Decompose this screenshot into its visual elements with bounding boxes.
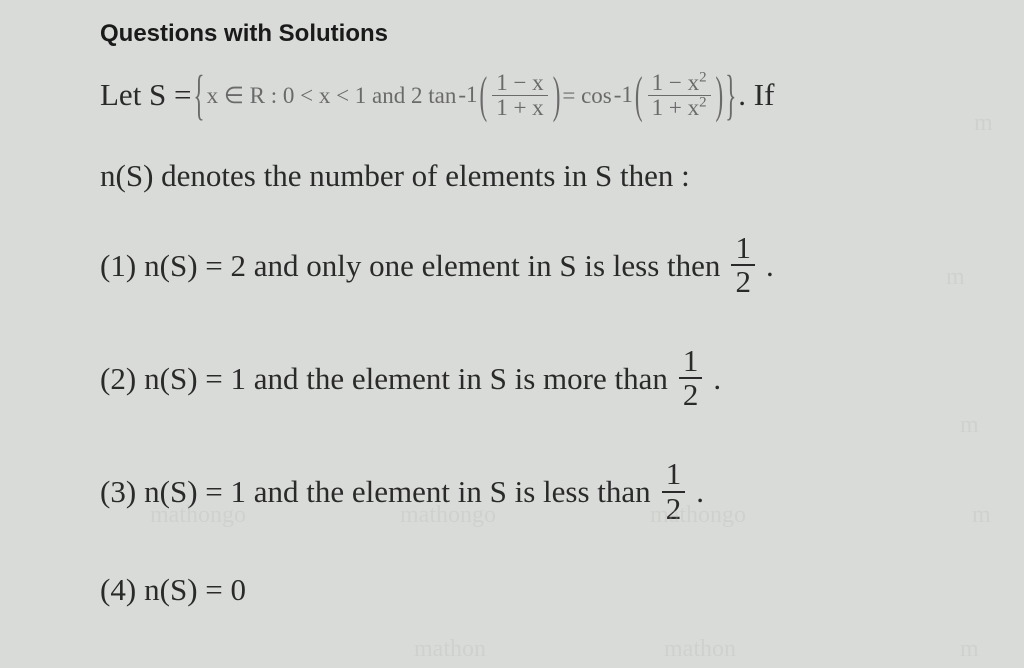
prompt-lead: Let S = — [100, 66, 192, 125]
option-1-number: (1) — [100, 247, 136, 284]
options-list: (1) n(S) = 2 and only one element in S i… — [100, 232, 984, 608]
frac-2-num: 1 − x2 — [648, 71, 711, 95]
option-1-text: n(S) = 2 and only one element in S is le… — [144, 247, 720, 284]
option-3-text: n(S) = 1 and the element in S is less th… — [144, 473, 651, 510]
option-1-frac-den: 2 — [731, 266, 755, 299]
option-1: (1) n(S) = 2 and only one element in S i… — [100, 232, 984, 299]
lparen-1: ( — [480, 47, 488, 143]
section-heading: Questions with Solutions — [100, 20, 984, 48]
set-close-brace: } — [725, 43, 736, 148]
option-2-frac: 1 2 — [679, 345, 703, 412]
option-3-number: (3) — [100, 473, 136, 510]
option-2-frac-den: 2 — [679, 379, 703, 412]
option-1-frac: 1 2 — [731, 232, 755, 299]
frac-2-den-base: 1 + x — [652, 95, 699, 120]
set-open-brace: { — [194, 43, 205, 148]
rparen-1: ) — [553, 47, 561, 143]
page-root: Questions with Solutions Let S = { x ∈ R… — [0, 0, 1024, 668]
option-4-number: (4) — [100, 571, 136, 608]
prompt-tail: . If — [738, 66, 774, 125]
frac-1: 1 − x 1 + x — [492, 71, 547, 120]
option-2-number: (2) — [100, 360, 136, 397]
frac-2-den-sq: 2 — [699, 94, 706, 110]
option-1-tail: . — [766, 247, 774, 284]
rparen-2: ) — [716, 47, 724, 143]
prompt-line-1: Let S = { x ∈ R : 0 < x < 1 and 2 tan-1 … — [100, 66, 774, 125]
frac-2-num-sq: 2 — [699, 69, 706, 85]
option-2-text: n(S) = 1 and the element in S is more th… — [144, 360, 668, 397]
option-3: (3) n(S) = 1 and the element in S is les… — [100, 458, 984, 525]
option-4-text: n(S) = 0 — [144, 571, 246, 608]
frac-1-den: 1 + x — [492, 96, 547, 120]
option-2-frac-num: 1 — [679, 345, 703, 378]
prompt-line-2: n(S) denotes the number of elements in S… — [100, 147, 984, 206]
equals-cos: = cos — [562, 74, 611, 118]
set-condition: x ∈ R : 0 < x < 1 and 2 tan — [207, 74, 457, 118]
option-3-frac-num: 1 — [662, 458, 686, 491]
frac-2-den: 1 + x2 — [648, 96, 711, 120]
frac-2-num-base: 1 − x — [652, 70, 699, 95]
option-3-tail: . — [696, 473, 704, 510]
question-prompt: Let S = { x ∈ R : 0 < x < 1 and 2 tan-1 … — [100, 66, 984, 206]
frac-2: 1 − x2 1 + x2 — [648, 71, 711, 120]
option-1-frac-num: 1 — [731, 232, 755, 265]
option-3-frac: 1 2 — [662, 458, 686, 525]
frac-1-num: 1 − x — [492, 71, 547, 95]
option-4: (4) n(S) = 0 — [100, 571, 984, 608]
option-2-tail: . — [713, 360, 721, 397]
lparen-2: ( — [635, 47, 643, 143]
option-2: (2) n(S) = 1 and the element in S is mor… — [100, 345, 984, 412]
option-3-frac-den: 2 — [662, 493, 686, 526]
